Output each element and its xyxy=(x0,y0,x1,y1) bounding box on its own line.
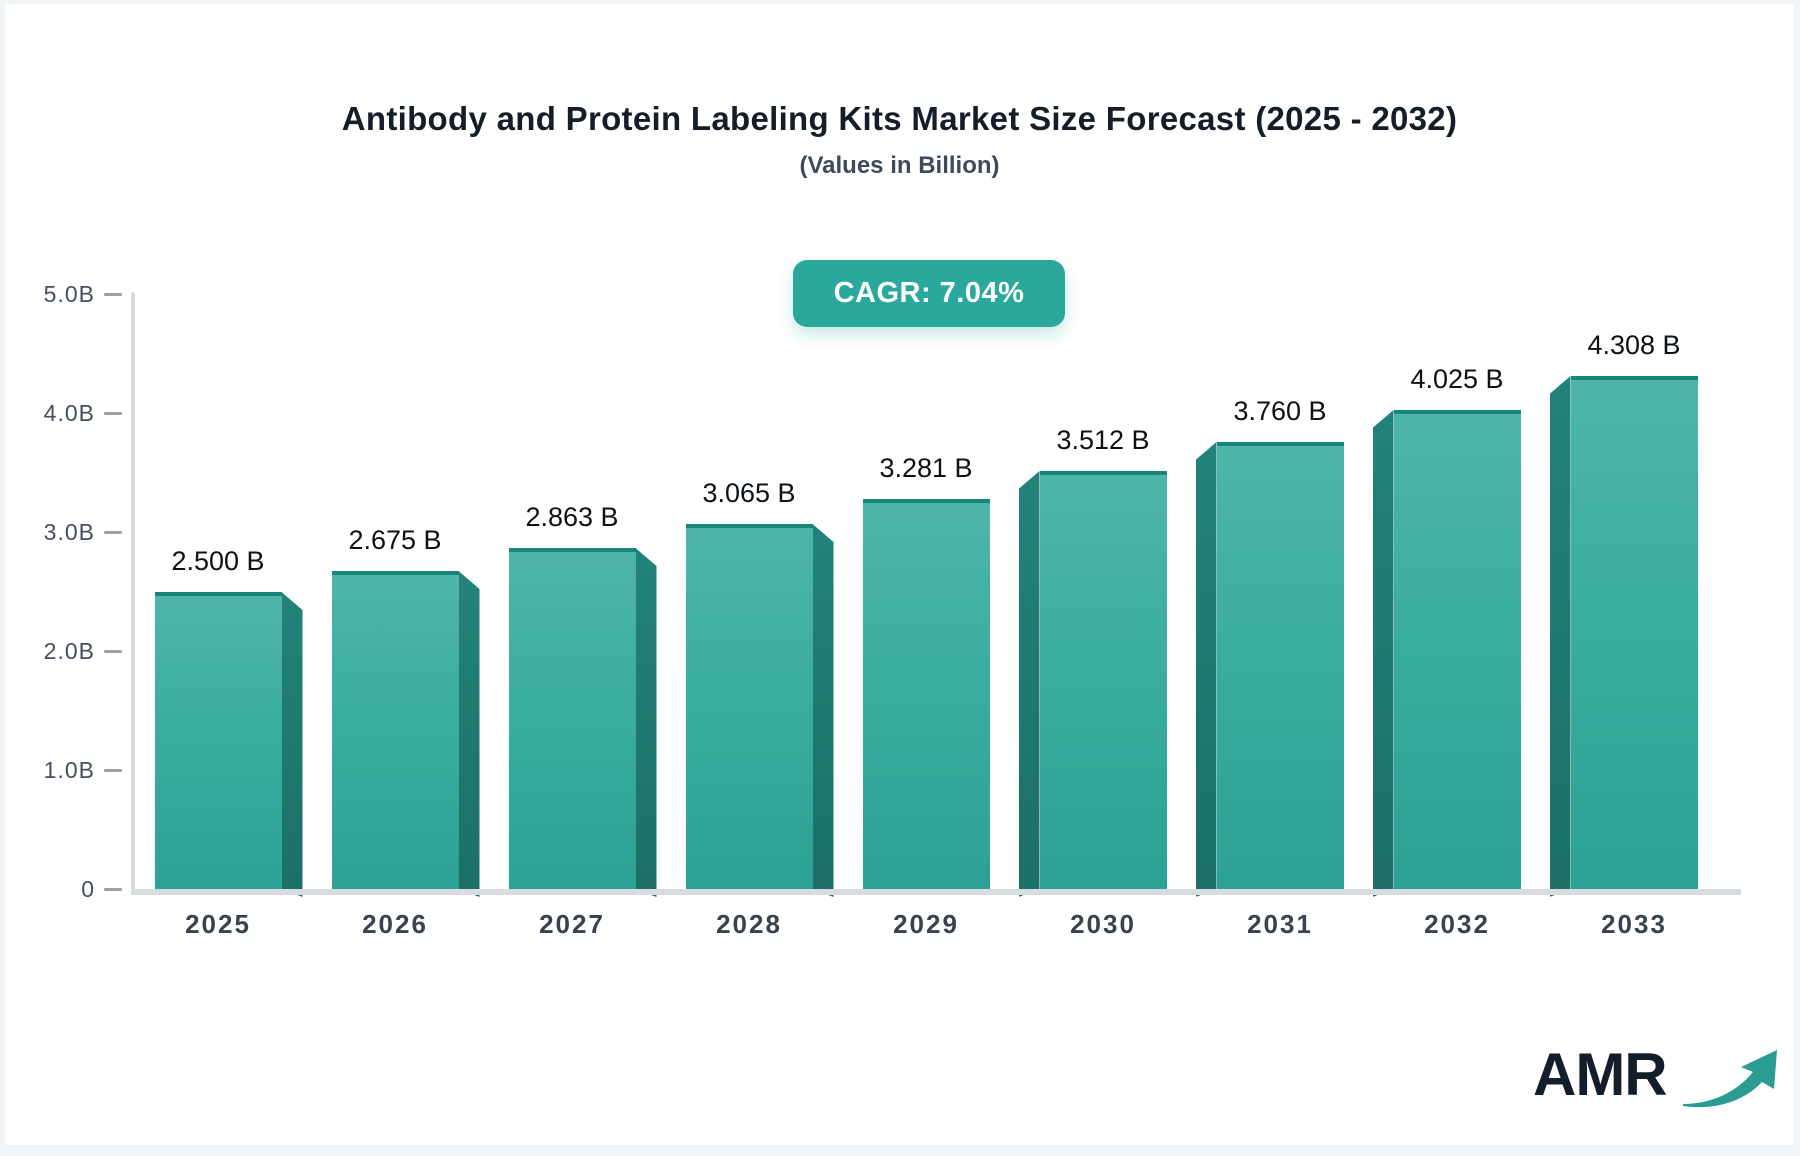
x-axis-label-2031: 2031 xyxy=(1247,909,1313,939)
bar-side-face-2033 xyxy=(1550,376,1571,897)
bar-value-label-2026: 2.675 B xyxy=(348,525,442,555)
x-axis-label-2026: 2026 xyxy=(362,909,428,939)
y-tick-mark xyxy=(104,412,122,415)
bar-value-label-2025: 2.500 B xyxy=(171,546,265,576)
bar-2033 xyxy=(1570,376,1698,889)
x-axis-label-2027: 2027 xyxy=(539,909,605,939)
bar-side-face-2032 xyxy=(1373,410,1394,897)
bar-2025 xyxy=(154,592,282,889)
growth-arrow-icon xyxy=(1683,1050,1777,1108)
bar-side-face-2031 xyxy=(1196,442,1217,897)
y-tick-label: 5.0B xyxy=(43,281,95,307)
chart-panel: Antibody and Protein Labeling Kits Marke… xyxy=(5,4,1794,1145)
bar-2032 xyxy=(1393,410,1521,889)
y-tick-mark xyxy=(104,531,122,534)
y-tick-mark xyxy=(104,769,122,772)
bar-2029 xyxy=(862,499,990,889)
bar-side-face-2026 xyxy=(459,571,480,897)
y-tick-mark xyxy=(104,650,122,653)
y-tick-label: 4.0B xyxy=(43,400,95,426)
y-tick-mark xyxy=(104,293,122,296)
bar-side-face-2028 xyxy=(813,524,834,897)
cagr-badge-label: CAGR: 7.04% xyxy=(833,277,1025,309)
x-axis-label-2025: 2025 xyxy=(185,909,251,939)
y-tick-label: 3.0B xyxy=(43,519,95,545)
bar-2028 xyxy=(685,524,813,889)
bar-value-label-2030: 3.512 B xyxy=(1056,425,1150,455)
bar-value-label-2032: 4.025 B xyxy=(1410,364,1504,394)
bar-side-face-2027 xyxy=(636,548,657,897)
bar-value-label-2029: 3.281 B xyxy=(879,453,973,483)
amr-logo: AMR xyxy=(1533,1040,1783,1116)
x-axis-label-2032: 2032 xyxy=(1424,909,1490,939)
bar-2030 xyxy=(1039,471,1167,889)
y-axis-line xyxy=(131,292,135,893)
bar-value-label-2033: 4.308 B xyxy=(1587,330,1681,360)
chart-subtitle: (Values in Billion) xyxy=(799,152,1000,179)
bar-2031 xyxy=(1216,442,1344,889)
x-axis-label-2028: 2028 xyxy=(716,909,782,939)
y-tick-label: 2.0B xyxy=(43,638,95,664)
x-axis-label-2033: 2033 xyxy=(1601,909,1667,939)
bar-side-face-2025 xyxy=(282,592,303,897)
bar-2027 xyxy=(508,548,636,889)
bar-side-face-2030 xyxy=(1019,471,1040,897)
x-axis-label-2029: 2029 xyxy=(893,909,959,939)
cagr-badge: CAGR: 7.04% xyxy=(793,260,1065,327)
y-tick-label: 0 xyxy=(81,876,95,902)
x-axis-baseline xyxy=(131,889,1741,895)
y-tick-label: 1.0B xyxy=(43,757,95,783)
chart-title: Antibody and Protein Labeling Kits Marke… xyxy=(341,100,1458,137)
x-axis-label-2030: 2030 xyxy=(1070,909,1136,939)
bar-2026 xyxy=(331,571,459,889)
bar-value-label-2031: 3.760 B xyxy=(1233,396,1327,426)
amr-logo-text: AMR xyxy=(1533,1041,1668,1108)
bar-value-label-2028: 3.065 B xyxy=(702,478,796,508)
bar-value-label-2027: 2.863 B xyxy=(525,502,619,532)
y-tick-mark xyxy=(104,888,122,891)
